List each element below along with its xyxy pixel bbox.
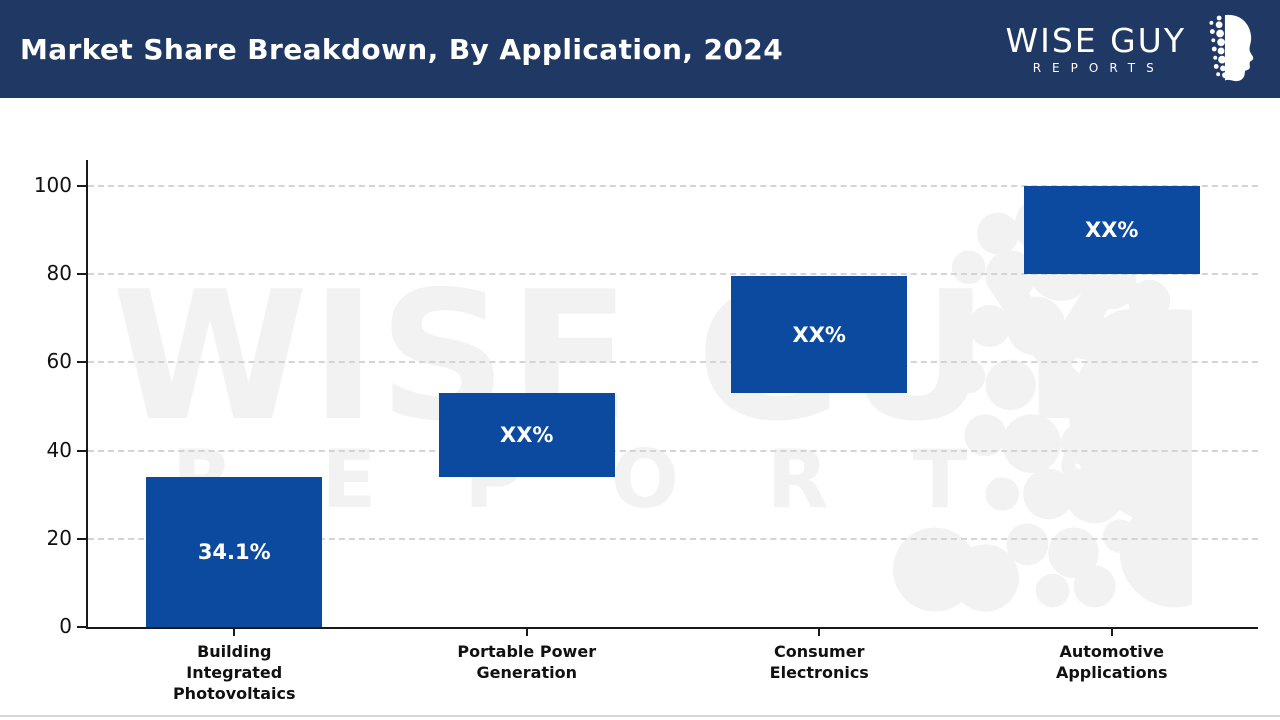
y-tick-label: 20 <box>46 525 72 550</box>
x-tick-label-line: Automotive <box>1059 642 1165 661</box>
watermark-subtitle: REPORTS <box>172 433 1202 526</box>
x-tick-label-line: Applications <box>1055 663 1168 682</box>
x-tick-label: Automotive Applications <box>966 641 1259 683</box>
watermark-wordmark: WISE GUY <box>112 253 1122 460</box>
y-tick-label: 40 <box>46 437 72 462</box>
y-tick-mark <box>77 273 86 276</box>
x-tick-mark <box>233 629 236 636</box>
x-tick-mark <box>1110 629 1113 636</box>
bar: XX% <box>438 393 615 477</box>
bar-value-label: XX% <box>500 422 554 447</box>
x-tick-label: Consumer Electronics <box>673 641 966 683</box>
x-tick-label-line: Generation <box>476 663 577 682</box>
x-tick-mark <box>818 629 821 636</box>
y-tick-mark <box>77 185 86 187</box>
bar-value-label: XX% <box>792 322 846 347</box>
y-tick-mark <box>77 361 86 364</box>
x-tick-label-line: Photovoltaics <box>172 684 296 703</box>
gridline <box>88 537 1258 540</box>
y-tick-label: 80 <box>46 261 72 286</box>
logo-wordmark: WISE GUY <box>1005 21 1186 60</box>
gridline <box>88 273 1258 276</box>
header-bar: Market Share Breakdown, By Application, … <box>0 0 1280 98</box>
y-tick-mark <box>77 537 86 540</box>
x-tick-label-line: Consumer <box>774 642 865 661</box>
x-tick-label-line: Building <box>197 642 272 661</box>
x-tick-label-line: Electronics <box>769 663 869 682</box>
bar: 34.1% <box>146 476 323 627</box>
y-tick-mark <box>77 626 86 628</box>
footer-divider <box>0 715 1280 717</box>
x-tick-label: Building Integrated Photovoltaics <box>88 641 381 704</box>
y-axis-spine <box>86 160 88 629</box>
wise-guy-logo: WISE GUY REPORTS <box>1005 10 1254 88</box>
y-tick-mark <box>77 449 86 452</box>
x-tick-label-line: Portable Power <box>457 642 597 661</box>
logo-text: WISE GUY REPORTS <box>1005 24 1186 74</box>
gridline <box>88 361 1258 364</box>
x-tick-label-line: Integrated <box>186 663 283 682</box>
y-tick-label: 0 <box>59 614 72 638</box>
page-title: Market Share Breakdown, By Application, … <box>20 32 784 66</box>
gridline <box>88 449 1258 452</box>
wise-guy-head-icon <box>1209 14 1254 82</box>
y-tick-label: 60 <box>46 349 72 374</box>
x-tick-label: Portable Power Generation <box>381 641 674 683</box>
y-tick-label: 100 <box>33 173 72 197</box>
bar: XX% <box>1023 186 1200 275</box>
gridline <box>88 185 1258 187</box>
bar-value-label: XX% <box>1085 218 1139 243</box>
bar-value-label: 34.1% <box>197 539 271 564</box>
logo-subtitle: REPORTS <box>1032 61 1165 75</box>
x-tick-mark <box>525 629 528 636</box>
x-axis-spine <box>86 627 1258 629</box>
bar: XX% <box>731 276 908 394</box>
